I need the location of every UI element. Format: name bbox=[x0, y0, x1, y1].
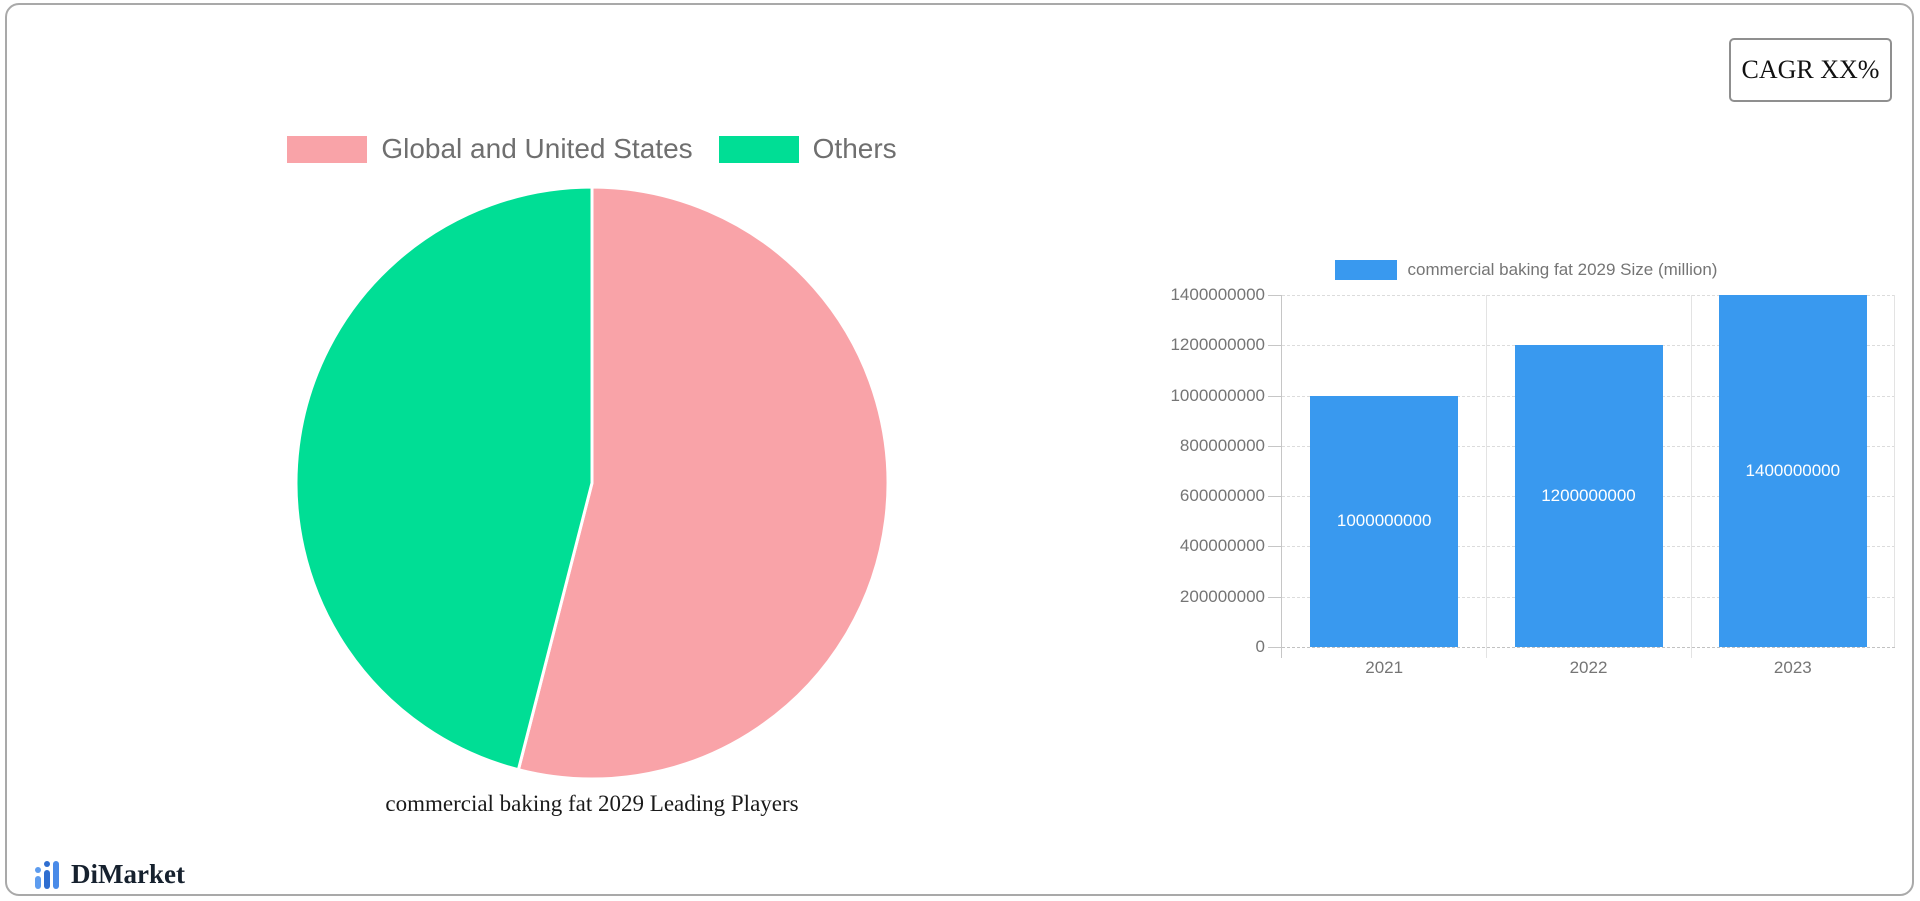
bar-chart-y-axis-line bbox=[1281, 295, 1282, 658]
report-card: CAGR XX% Global and United States Others… bbox=[5, 3, 1914, 896]
y-tick-label-400000000: 400000000 bbox=[1179, 536, 1265, 556]
cagr-badge: CAGR XX% bbox=[1729, 38, 1892, 102]
bar-chart-logo-icon bbox=[35, 860, 62, 889]
pie-chart-title: commercial baking fat 2029 Leading Playe… bbox=[385, 791, 799, 816]
y-tick-mark bbox=[1268, 295, 1281, 296]
y-tick-mark bbox=[1268, 647, 1281, 648]
y-tick-mark bbox=[1268, 345, 1281, 347]
pie-legend-swatch-global bbox=[287, 135, 368, 163]
pie-legend-item-others[interactable]: Others bbox=[718, 133, 897, 165]
x-tick-label-2022: 2022 bbox=[1569, 658, 1608, 677]
pie-slice-1[interactable] bbox=[294, 185, 594, 772]
bar-2021[interactable]: 1000000000 bbox=[1310, 395, 1459, 647]
y-tick-label-200000000: 200000000 bbox=[1179, 586, 1265, 606]
pie-legend-label-global: Global and United States bbox=[381, 133, 693, 164]
y-tick-mark bbox=[1268, 496, 1281, 498]
y-tick-label-800000000: 800000000 bbox=[1179, 435, 1265, 455]
y-tick-label-1400000000: 1400000000 bbox=[1170, 285, 1265, 304]
gridline-y-0 bbox=[1282, 647, 1895, 648]
y-tick-label-1000000000: 1000000000 bbox=[1170, 385, 1265, 405]
bar-2022[interactable]: 1200000000 bbox=[1514, 345, 1663, 647]
bar-value-label-2022: 1200000000 bbox=[1541, 486, 1636, 506]
y-tick-mark bbox=[1268, 596, 1281, 598]
bar-2023[interactable]: 1400000000 bbox=[1718, 295, 1867, 647]
bar-chart-plot-area: 1000000000 1200000000 1400000000 bbox=[1282, 295, 1895, 658]
y-tick-label-600000000: 600000000 bbox=[1179, 486, 1265, 506]
gridline-y-1400000000 bbox=[1282, 295, 1895, 296]
y-tick-label-0: 0 bbox=[1255, 637, 1265, 656]
plot-right-border bbox=[1894, 295, 1895, 647]
logo-text: DiMarket bbox=[71, 859, 185, 889]
bar-chart-x-tick-labels: 2021 2022 2023 bbox=[1282, 658, 1895, 680]
cagr-label: CAGR XX% bbox=[1741, 55, 1880, 84]
gridline-x bbox=[1486, 295, 1488, 658]
y-tick-mark bbox=[1268, 546, 1281, 548]
pie-legend: Global and United States Others bbox=[142, 133, 1042, 165]
pie-slice-0[interactable] bbox=[516, 185, 890, 781]
bar-legend-label[interactable]: commercial baking fat 2029 Size (million… bbox=[1407, 260, 1718, 279]
pie-legend-item-global[interactable]: Global and United States bbox=[287, 133, 693, 165]
bar-legend: commercial baking fat 2029 Size (million… bbox=[1157, 257, 1895, 283]
y-tick-mark bbox=[1268, 395, 1281, 397]
pie-chart bbox=[294, 185, 890, 781]
dimarket-logo: DiMarket bbox=[35, 860, 185, 889]
bar-value-label-2023: 1400000000 bbox=[1745, 461, 1841, 480]
bar-value-label-2021: 1000000000 bbox=[1336, 511, 1432, 531]
pie-legend-swatch-others bbox=[718, 135, 799, 163]
y-tick-label-1200000000: 1200000000 bbox=[1170, 335, 1265, 355]
x-tick-label-2021: 2021 bbox=[1365, 658, 1404, 677]
pie-legend-label-others: Others bbox=[812, 133, 897, 164]
bar-legend-swatch[interactable] bbox=[1334, 260, 1397, 280]
y-tick-mark bbox=[1268, 445, 1281, 447]
gridline-x bbox=[1690, 295, 1692, 658]
x-tick-label-2023: 2023 bbox=[1773, 658, 1812, 677]
